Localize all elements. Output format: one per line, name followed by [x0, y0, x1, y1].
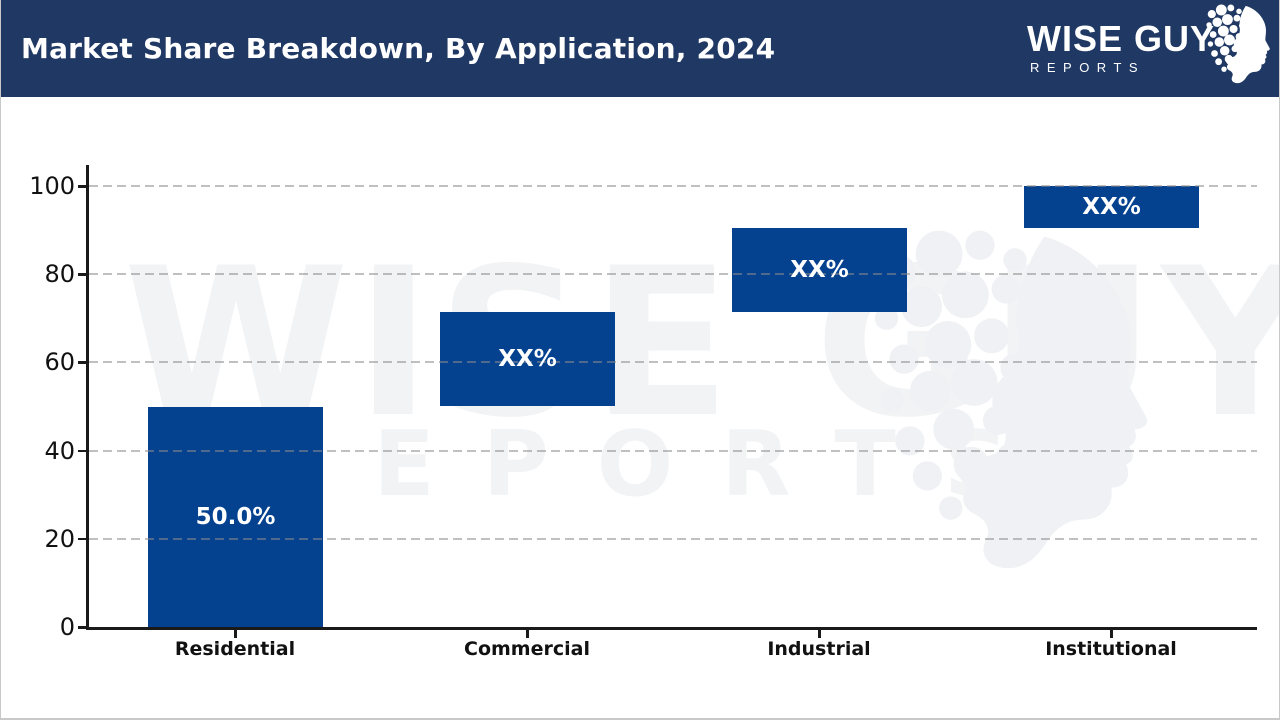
- x-axis-line: [86, 627, 1257, 630]
- logo-text: WISE GUY REPORTS: [1026, 18, 1215, 76]
- bar-value-label: XX%: [1082, 193, 1141, 220]
- bar: [148, 406, 323, 627]
- x-axis-tick: [234, 629, 237, 638]
- y-axis-tick-label: 0: [59, 613, 75, 641]
- x-axis-tick: [526, 629, 529, 638]
- y-gridline: [89, 273, 1257, 276]
- bar: [440, 312, 615, 407]
- bar-value-label: XX%: [790, 257, 849, 283]
- logo-reports-text: REPORTS: [1029, 60, 1146, 75]
- bar-value-label: XX%: [498, 346, 557, 373]
- x-axis-tick: [1110, 629, 1113, 638]
- y-axis-tick: [78, 626, 87, 629]
- y-axis-tick-label: 80: [44, 260, 75, 289]
- y-axis-tick-label: 60: [44, 348, 75, 377]
- y-axis-tick-label: 20: [44, 524, 75, 553]
- x-axis-category-label: Institutional: [1045, 638, 1177, 660]
- y-axis-line: [86, 165, 89, 630]
- y-gridline: [89, 449, 1257, 452]
- y-axis-tick-label: 100: [29, 172, 75, 200]
- logo-face-icon: [1205, 2, 1273, 86]
- watermark-face-icon: [869, 222, 1161, 582]
- x-axis-category-label: Industrial: [767, 638, 871, 660]
- bar-value-label: 50.0%: [195, 503, 276, 530]
- bar: [732, 227, 907, 313]
- bar: [1024, 186, 1199, 228]
- y-gridline: [89, 185, 1257, 187]
- y-gridline: [89, 537, 1257, 540]
- y-gridline: [89, 361, 1257, 364]
- y-axis-tick: [78, 449, 87, 453]
- logo-wordmark: WISE GUY: [1026, 18, 1215, 59]
- y-axis-tick: [78, 361, 87, 364]
- y-axis-tick: [78, 273, 87, 276]
- watermark-reports-text: REPORTS: [256, 412, 1057, 517]
- chart-title: Market Share Breakdown, By Application, …: [21, 32, 776, 65]
- x-axis-tick: [818, 629, 821, 638]
- y-axis-tick: [78, 537, 87, 541]
- wise-guy-reports-logo: WISE GUY REPORTS: [1027, 4, 1273, 86]
- header-bar: Market Share Breakdown, By Application, …: [1, 0, 1279, 97]
- y-axis-tick-label: 40: [44, 436, 75, 465]
- x-axis-category-label: Commercial: [464, 638, 590, 660]
- x-axis-category-label: Residential: [174, 638, 296, 660]
- y-axis-tick: [78, 185, 87, 188]
